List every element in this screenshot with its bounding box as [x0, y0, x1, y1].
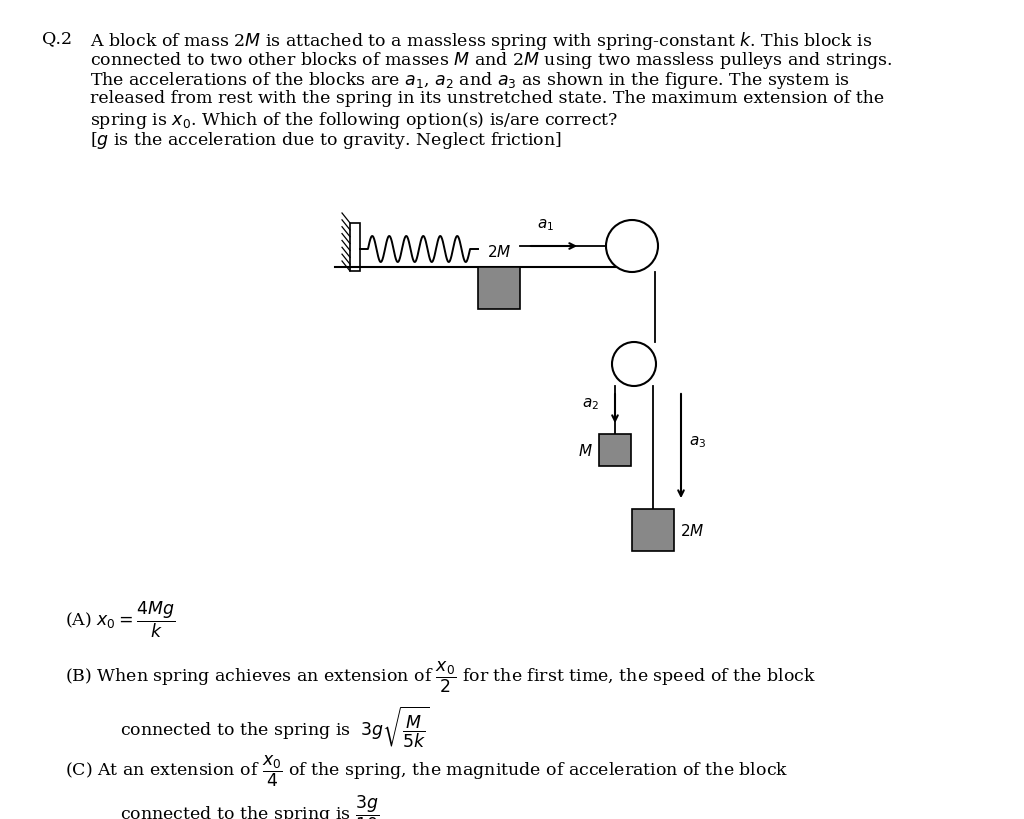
Text: (B) When spring achieves an extension of $\dfrac{x_0}{2}$ for the first time, th: (B) When spring achieves an extension of… — [65, 659, 816, 695]
Text: $a_3$: $a_3$ — [689, 433, 707, 450]
Bar — [478, 268, 520, 310]
Text: Q.2: Q.2 — [42, 30, 72, 47]
Text: connected to the spring is $\dfrac{3g}{10}$: connected to the spring is $\dfrac{3g}{1… — [120, 793, 379, 819]
Bar — [599, 434, 631, 467]
Text: (C) At an extension of $\dfrac{x_0}{4}$ of the spring, the magnitude of accelera: (C) At an extension of $\dfrac{x_0}{4}$ … — [65, 753, 788, 789]
Text: released from rest with the spring in its unstretched state. The maximum extensi: released from rest with the spring in it… — [90, 90, 884, 106]
Bar — [350, 224, 360, 272]
Text: spring is $x_0$. Which of the following option(s) is/are correct?: spring is $x_0$. Which of the following … — [90, 110, 618, 131]
Text: A block of mass 2$M$ is attached to a massless spring with spring-constant $k$. : A block of mass 2$M$ is attached to a ma… — [90, 30, 872, 52]
Text: connected to two other blocks of masses $M$ and 2$M$ using two massless pulleys : connected to two other blocks of masses … — [90, 50, 892, 71]
Text: (A) $x_0 = \dfrac{4Mg}{k}$: (A) $x_0 = \dfrac{4Mg}{k}$ — [65, 600, 175, 640]
Text: $2M$: $2M$ — [680, 523, 705, 538]
Bar — [632, 509, 674, 551]
Text: $a_1$: $a_1$ — [538, 217, 555, 233]
Text: $M$: $M$ — [579, 442, 593, 459]
Text: The accelerations of the blocks are $a_1$, $a_2$ and $a_3$ as shown in the figur: The accelerations of the blocks are $a_1… — [90, 70, 850, 91]
Text: $2M$: $2M$ — [486, 244, 511, 260]
Circle shape — [606, 221, 658, 273]
Text: $a_2$: $a_2$ — [582, 396, 599, 412]
Text: [$g$ is the acceleration due to gravity. Neglect friction]: [$g$ is the acceleration due to gravity.… — [90, 130, 562, 151]
Circle shape — [612, 342, 656, 387]
Text: connected to the spring is  $3g\sqrt{\dfrac{M}{5k}}$: connected to the spring is $3g\sqrt{\dfr… — [120, 704, 430, 749]
